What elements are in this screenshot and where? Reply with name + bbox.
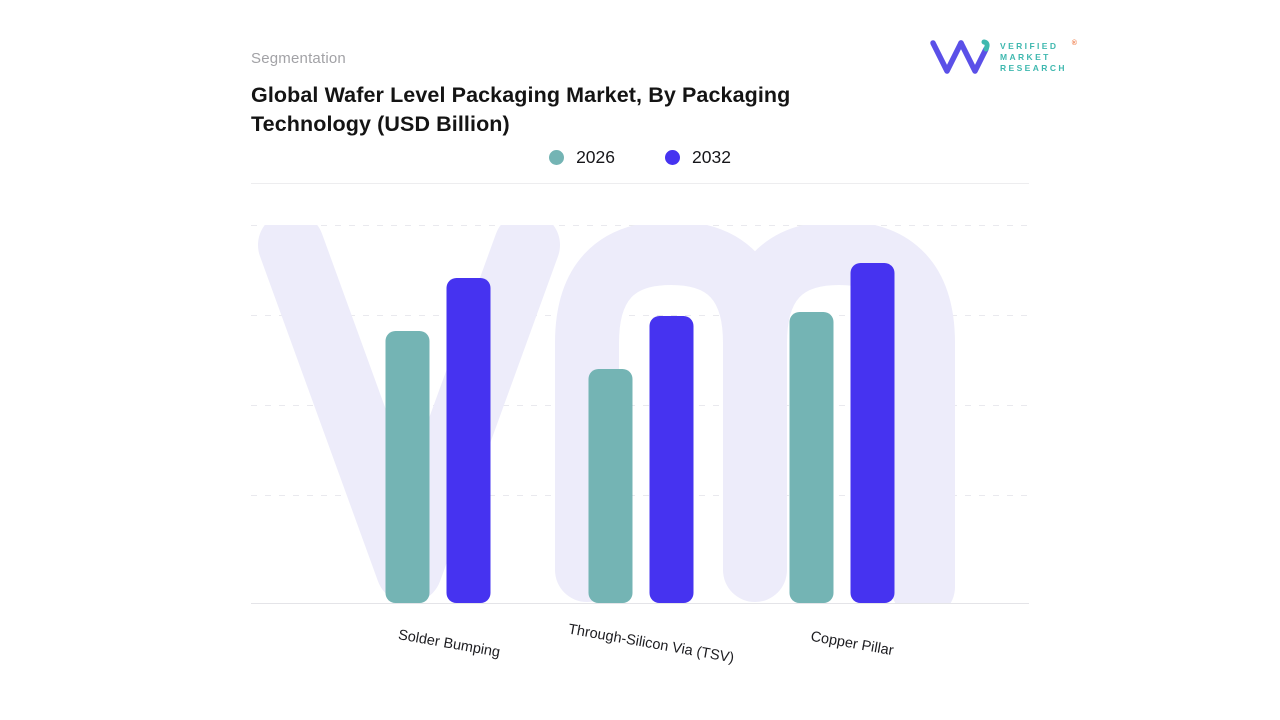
chart-legend: 2026 2032 [251,147,1029,168]
logo-line-verified: VERIFIED [1000,40,1059,51]
x-axis-label-solder-bumping: Solder Bumping [396,627,501,661]
bar-2032-through-silicon-via-tsv [649,315,694,603]
header-divider [251,183,1029,184]
registered-trademark-symbol: ® [1071,39,1077,47]
bar-2026-through-silicon-via-tsv [588,368,633,603]
x-axis-labels: Solder Bumping Through-Silicon Via (TSV) C… [251,603,1029,703]
bar-2026-copper-pillar [789,311,834,603]
legend-dot-2026 [549,150,565,165]
logo-line-research: RESEARCH [1000,62,1067,73]
page-title-line1: Global Wafer Level Packaging Market, By … [251,83,791,107]
x-axis-label-copper-pillar: Copper Pillar [809,628,896,660]
bar-2032-solder-bumping [446,277,491,603]
legend-item-2032: 2032 [665,147,731,168]
x-axis-line [251,603,1029,604]
bar-group-solder-bumping [385,225,491,603]
vmr-logo: VERIFIED MARKET RESEARCH ® [928,36,1077,78]
plot-area [251,225,1029,603]
eyebrow-label: Segmentation [251,50,346,67]
page-title-line2: Technology (USD Billion) [251,112,510,136]
bar-group-through-silicon-via-tsv [588,225,694,603]
logo-line-market: MARKET [1000,51,1051,62]
vmr-logo-text: VERIFIED MARKET RESEARCH ® [1000,40,1077,73]
legend-dot-2032 [665,150,680,165]
legend-label: 2026 [576,147,615,167]
bar-2032-copper-pillar [850,262,895,603]
vmr-logo-icon [930,39,990,74]
legend-label: 2032 [692,147,731,167]
gridline [251,405,1029,406]
x-axis-label-through-silicon-via-tsv: Through-Silicon Via (TSV) [566,621,736,667]
gridline [251,495,1029,496]
legend-item-2026: 2026 [549,147,615,168]
gridline [251,315,1029,316]
bar-group-copper-pillar [789,225,895,603]
bar-2026-solder-bumping [385,330,430,603]
page-title: Global Wafer Level Packaging Market, By … [251,81,911,139]
